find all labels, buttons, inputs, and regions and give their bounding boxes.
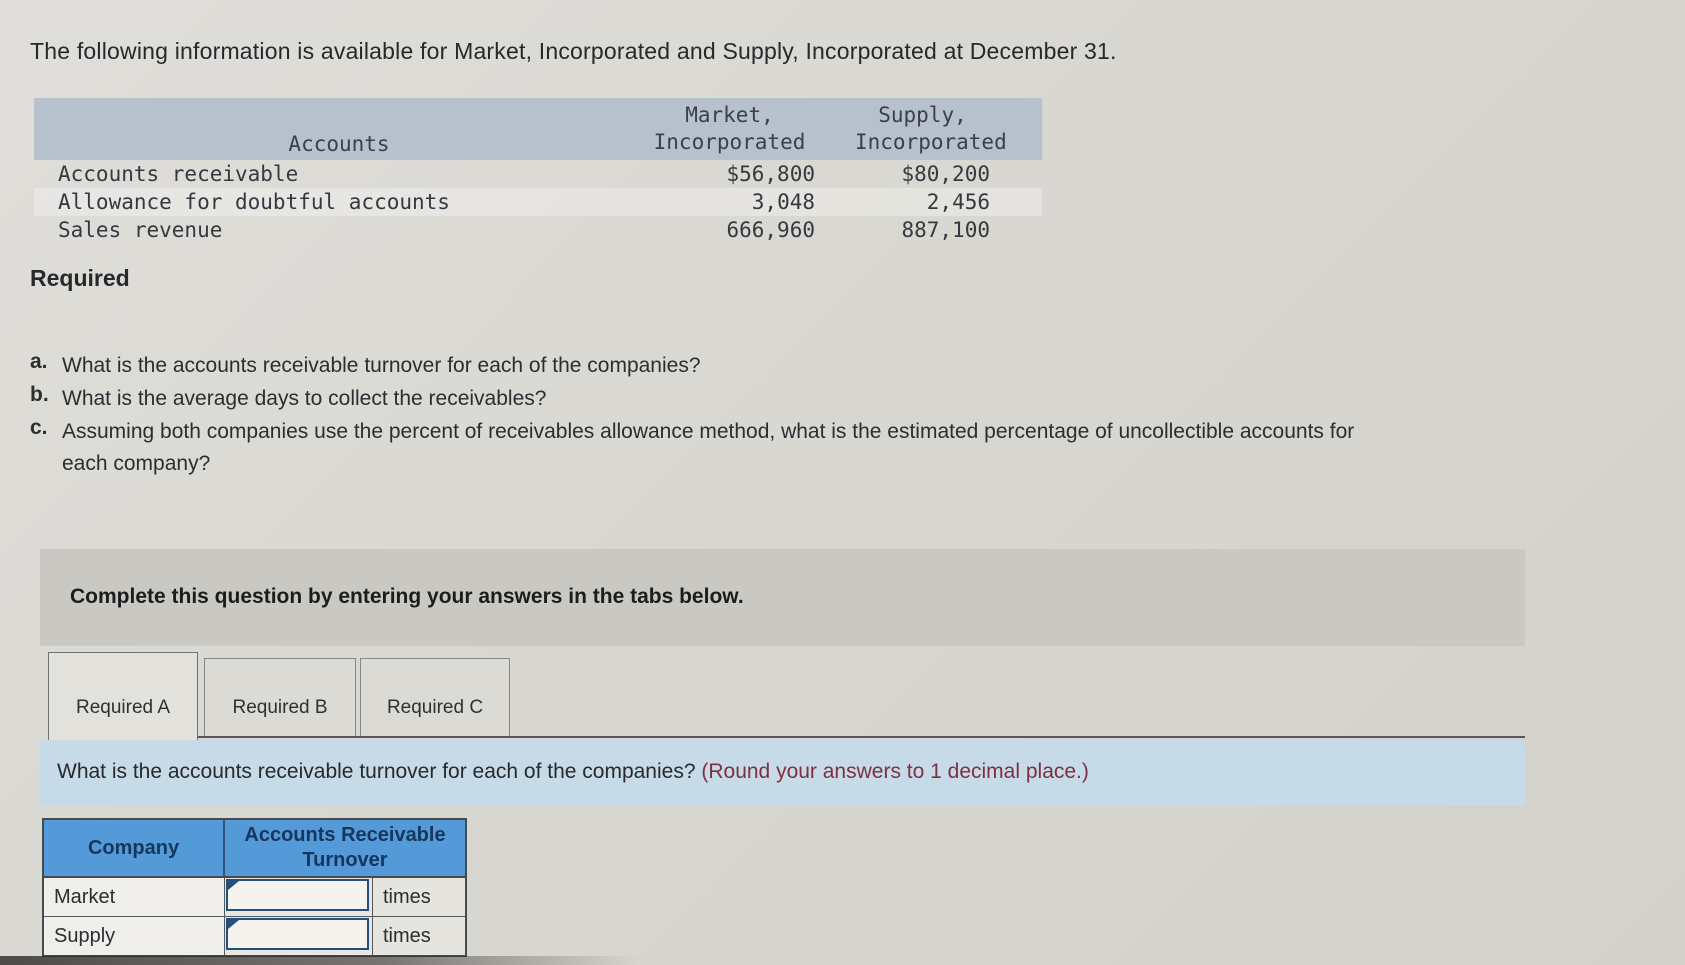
info-table-header-supply: Supply, Incorporated [855, 103, 1007, 154]
tab-required-a[interactable]: Required A [48, 652, 198, 740]
answer-table: Company Accounts Receivable Turnover Mar… [42, 818, 467, 957]
company-column-header: Company [44, 820, 225, 876]
item-text: Assuming both companies use the percent … [62, 420, 1355, 475]
tab-required-b[interactable]: Required B [204, 658, 356, 738]
required-item-a: a. What is the accounts receivable turno… [30, 350, 701, 382]
question-text: What is the accounts receivable turnover… [57, 760, 1089, 783]
info-table: Accounts Market, Incorporated Supply, In… [34, 98, 1042, 244]
answer-marker-icon [228, 881, 239, 890]
unit-label: times [372, 917, 465, 955]
instruction-panel: Complete this question by entering your … [40, 549, 1525, 646]
turnover-input-cell [225, 917, 372, 955]
row-market-value: 3,048 [751, 190, 815, 214]
row-supply-value: 2,456 [926, 190, 990, 214]
turnover-input-cell [225, 878, 372, 916]
turnover-column-header: Accounts Receivable Turnover [244, 824, 446, 871]
item-letter: c. [30, 416, 48, 439]
table-row: Accounts receivable $56,800 $80,200 [34, 160, 1042, 188]
row-market-value: $56,800 [726, 162, 815, 186]
required-item-c: c. Assuming both companies use the perce… [30, 416, 1392, 480]
row-label: Allowance for doubtful accounts [58, 190, 450, 214]
question-banner: What is the accounts receivable turnover… [40, 740, 1525, 806]
table-row: Sales revenue 666,960 887,100 [34, 216, 1042, 244]
tab-underline [198, 736, 1525, 738]
row-supply-value: $80,200 [901, 162, 990, 186]
item-letter: b. [30, 383, 49, 406]
item-text: What is the average days to collect the … [62, 387, 547, 410]
info-table-header-market: Market, Incorporated [653, 103, 806, 154]
page-title: The following information is available f… [30, 38, 1117, 64]
turnover-input-supply[interactable] [226, 918, 369, 950]
company-label: Supply [44, 917, 225, 955]
info-table-header-accounts: Accounts [288, 132, 390, 156]
required-heading: Required [30, 265, 130, 291]
answer-marker-icon [228, 920, 239, 929]
table-row: Allowance for doubtful accounts 3,048 2,… [34, 188, 1042, 216]
answer-table-header: Company Accounts Receivable Turnover [44, 820, 465, 878]
photo-bottom-edge [0, 956, 640, 965]
required-item-b: b. What is the average days to collect t… [30, 383, 546, 415]
row-supply-value: 887,100 [901, 218, 990, 242]
turnover-input-market[interactable] [226, 879, 369, 911]
instruction-text: Complete this question by entering your … [70, 585, 744, 608]
rounding-note: (Round your answers to 1 decimal place.) [701, 760, 1089, 783]
row-label: Accounts receivable [58, 162, 299, 186]
item-text: What is the accounts receivable turnover… [62, 354, 701, 377]
row-label: Sales revenue [58, 218, 223, 242]
tab-required-c[interactable]: Required C [360, 658, 510, 738]
row-market-value: 666,960 [726, 218, 815, 242]
unit-label: times [372, 878, 465, 916]
answer-row-supply: Supply times [44, 917, 465, 955]
item-letter: a. [30, 350, 48, 373]
company-label: Market [44, 878, 225, 916]
answer-row-market: Market times [44, 878, 465, 917]
info-table-header-row: Accounts Market, Incorporated Supply, In… [34, 98, 1042, 160]
